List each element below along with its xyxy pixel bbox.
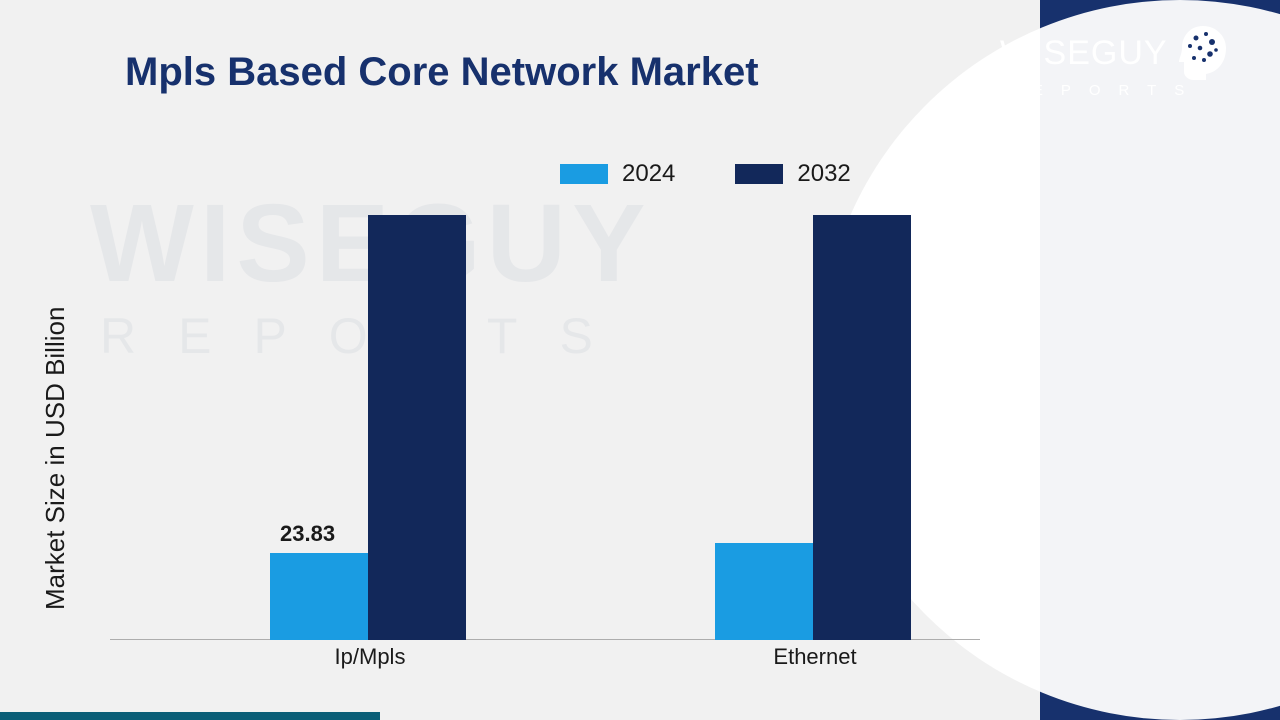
legend-swatch-2032 [735, 164, 783, 184]
chart-title: Mpls Based Core Network Market [125, 50, 759, 95]
legend: 2024 2032 [560, 160, 851, 188]
bar-group [715, 215, 915, 640]
legend-swatch-2024 [560, 164, 608, 184]
category-label: Ethernet [715, 644, 915, 670]
brand-main-text: WISEGUY [1000, 34, 1168, 73]
plot-area: 23.83Ip/MplsEthernet [110, 200, 980, 640]
bar-group [270, 215, 470, 640]
brand-sub-text: REPORTS [1000, 82, 1260, 99]
legend-item-2032: 2032 [735, 160, 850, 188]
legend-item-2024: 2024 [560, 160, 675, 188]
head-icon [1176, 24, 1230, 82]
legend-label-2032: 2032 [797, 160, 850, 188]
bar [270, 553, 368, 640]
brand-logo: WISEGUY REPORTS [1000, 24, 1260, 99]
y-axis-label: Market Size in USD Billion [40, 307, 71, 610]
bar [813, 215, 911, 640]
legend-label-2024: 2024 [622, 160, 675, 188]
chart-stage: WISEGUY REPORTS Mpls Based Core Network … [0, 0, 1280, 720]
category-label: Ip/Mpls [270, 644, 470, 670]
bottom-accent-bar [0, 712, 380, 720]
bar [368, 215, 466, 640]
bar [715, 543, 813, 640]
